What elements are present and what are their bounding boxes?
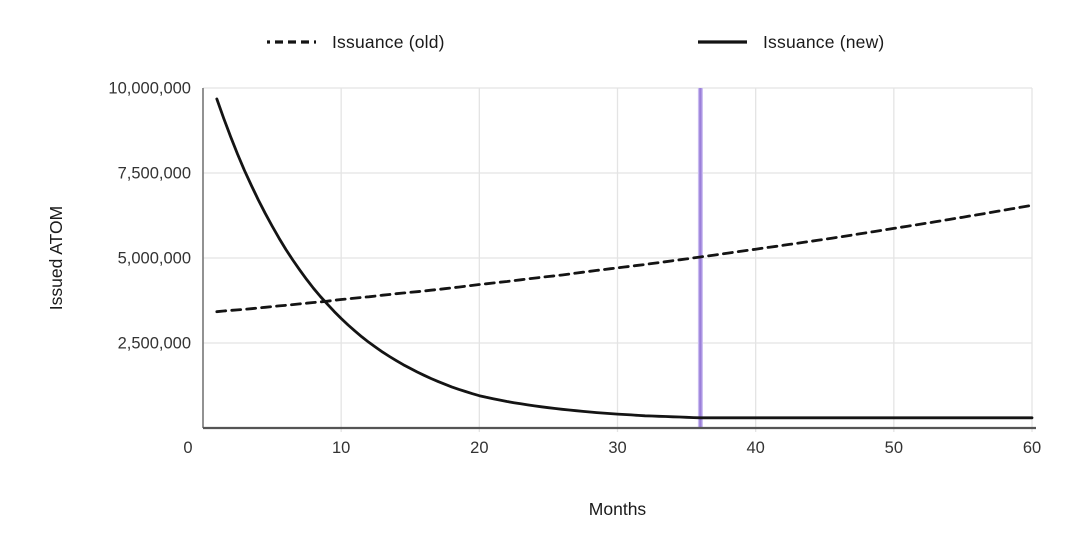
x-tick-label: 30 [608, 439, 626, 457]
x-tick-label: 50 [885, 439, 903, 457]
y-axis-title: Issued ATOM [46, 206, 66, 310]
legend-item-issuance-old[interactable]: Issuance (old) [266, 31, 445, 53]
issuance-new-line [215, 97, 1034, 420]
legend-item-issuance-new[interactable]: Issuance (new) [697, 31, 884, 53]
solid-line-icon [698, 40, 747, 44]
x-tick-label: 60 [1023, 439, 1041, 457]
dashed-line-icon [267, 40, 316, 44]
x-tick-label: 0 [183, 439, 192, 457]
legend-label-new: Issuance (new) [763, 31, 885, 52]
y-tick-label: 7,500,000 [118, 165, 191, 183]
y-tick-label: 2,500,000 [118, 335, 191, 353]
issuance-old-line [215, 203, 1034, 314]
y-tick-label: 5,000,000 [118, 250, 191, 268]
y-tick-label: 10,000,000 [108, 80, 191, 98]
x-tick-label: 20 [470, 439, 488, 457]
chart-legend: Issuance (old) Issuance (new) [0, 0, 1080, 60]
legend-label-old: Issuance (old) [332, 31, 445, 52]
x-tick-label: 10 [332, 439, 350, 457]
x-axis-title: Months [589, 499, 647, 519]
x-tick-label: 40 [746, 439, 764, 457]
